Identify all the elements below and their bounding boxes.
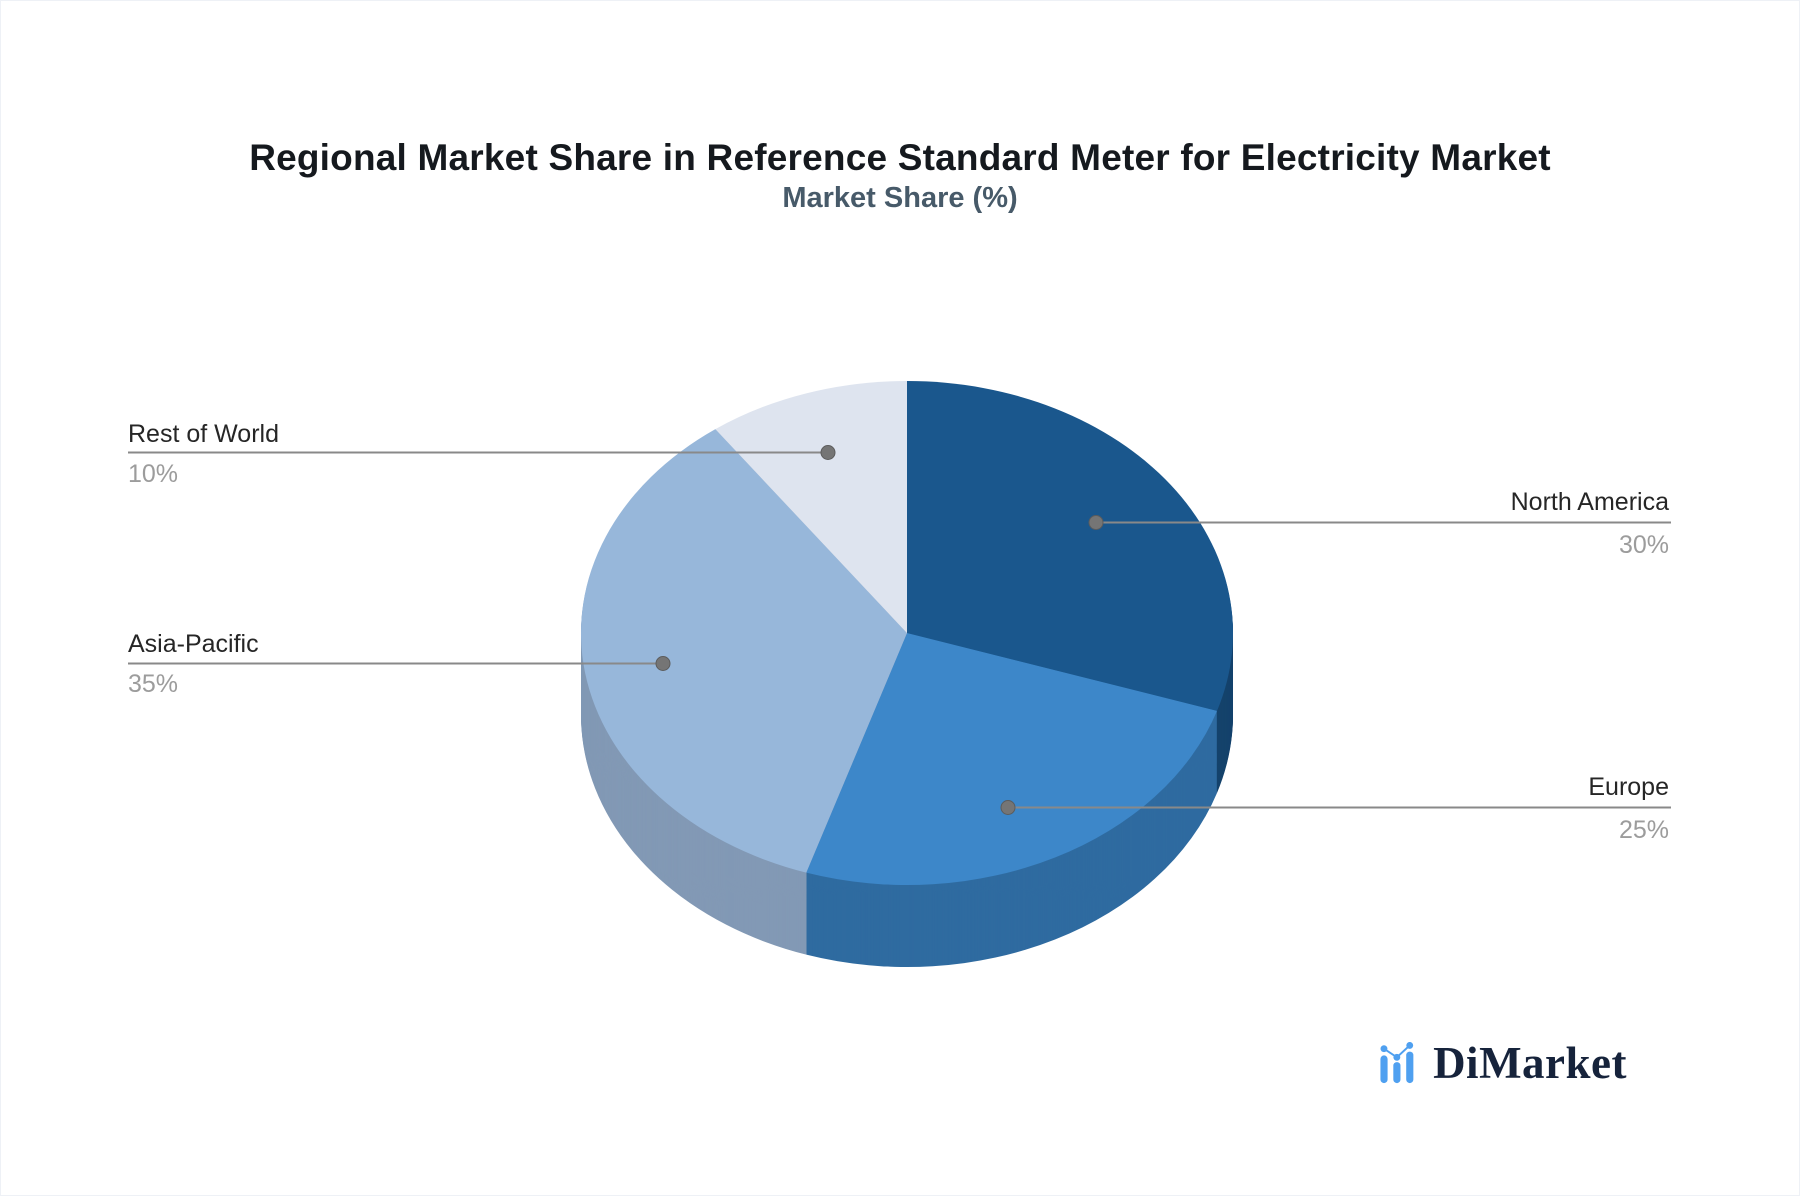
brand-name: DiMarket <box>1433 1038 1627 1088</box>
slice-value-europe: 25% <box>1618 816 1669 844</box>
brand-logo: DiMarket <box>1379 1041 1627 1086</box>
pie-slice-asia-pacific[interactable] <box>580 429 907 873</box>
bar-line-chart-icon <box>1380 1041 1414 1083</box>
pie-slice-europe[interactable] <box>806 633 1218 886</box>
brand-icon-bar-1 <box>1380 1054 1388 1083</box>
leader-dot-north-america <box>1088 515 1104 530</box>
brand-icon-dot-3 <box>1406 1041 1414 1049</box>
slice-value-asia-pacific: 35% <box>128 670 179 698</box>
brand-icon-bar-3 <box>1406 1051 1414 1083</box>
brand-icon-dot-2 <box>1393 1053 1401 1061</box>
chart-subtitle: Market Share (%) <box>782 182 1018 214</box>
leader-dot-europe <box>1000 800 1016 815</box>
slice-value-north-america: 30% <box>1618 531 1669 559</box>
pie-slice-rest-of-world[interactable] <box>715 381 907 633</box>
leader-dot-rest-of-world <box>820 445 836 460</box>
pie-slice-north-america[interactable] <box>907 381 1233 711</box>
slice-label-north-america: North America <box>1510 488 1669 516</box>
brand-icon-bar-2 <box>1393 1061 1401 1083</box>
brand-icon-dot-1 <box>1380 1044 1388 1052</box>
leader-dot-asia-pacific <box>655 656 671 671</box>
chart-title: Regional Market Share in Reference Stand… <box>249 137 1551 178</box>
slice-label-rest-of-world: Rest of World <box>128 420 279 448</box>
slice-label-europe: Europe <box>1588 773 1669 801</box>
slice-value-rest-of-world: 10% <box>128 460 179 488</box>
slice-label-asia-pacific: Asia-Pacific <box>128 630 259 658</box>
